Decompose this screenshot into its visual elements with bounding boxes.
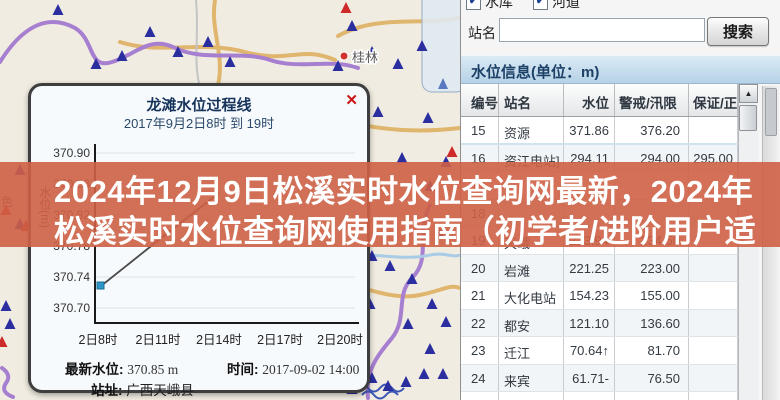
cell-name: 都安	[499, 309, 564, 336]
cell-level: 294.11	[564, 144, 615, 171]
cell-warn: 376.20	[615, 117, 689, 143]
cell-level: 221.25	[564, 254, 615, 281]
station-site: 站址: 广西天峨县	[91, 379, 194, 399]
y-tick: 370.70	[53, 301, 90, 315]
time-value: 2017-09-02 14:00	[262, 362, 360, 377]
title-banner: 2024年12月9日松溪实时水位查询网最新，2024年 松溪实时水位查询网使用指…	[0, 162, 780, 249]
table-row[interactable]: 24 来宾 61.71- 76.50	[461, 364, 738, 392]
popup-title: 龙滩水位过程线	[146, 97, 252, 114]
scroll-up-button[interactable]: ▲	[739, 84, 758, 103]
page-scrollbar-thumb[interactable]	[765, 88, 777, 136]
cell-assure	[689, 254, 738, 281]
cell-name: 岩滩	[499, 254, 564, 281]
latest-water-level: 最新水位: 370.85 m	[65, 358, 178, 378]
col-header-warn[interactable]: 警戒/汛限	[615, 84, 689, 116]
cell-warn: 294.00	[615, 144, 689, 171]
station-name-label: 站名	[468, 25, 496, 41]
filter-reservoir[interactable]: ✔ 水库	[466, 0, 513, 12]
x-tick: 2日14时	[196, 333, 242, 347]
table-row-partial[interactable]	[461, 392, 738, 400]
reservoir-checkbox[interactable]: ✔	[466, 0, 481, 10]
cell-level: 371.86	[564, 117, 615, 143]
x-tick: 2日8时	[79, 333, 118, 347]
popup-subtitle: 2017年9月2日8时 到 19时	[123, 116, 275, 131]
cell-assure	[689, 337, 738, 364]
x-tick: 2日20时	[317, 333, 363, 347]
station-search-input[interactable]	[499, 18, 705, 42]
cell-warn: 76.50	[615, 364, 689, 391]
cell-warn: 81.70	[615, 337, 689, 364]
layer-filters: ✔ 水库 ✔ 河道	[466, 0, 580, 12]
cell-level: 61.71-	[564, 364, 615, 391]
filter-river[interactable]: ✔ 河道	[533, 0, 580, 12]
section-header: 水位信息(单位：m)	[461, 55, 780, 84]
cell-assure: 295.00	[689, 144, 738, 171]
data-point-marker[interactable]	[96, 281, 105, 290]
latest-value: 370.85 m	[127, 362, 179, 377]
banner-line-1: 2024年12月9日松溪实时水位查询网最新，2024年	[54, 174, 754, 209]
latest-label: 最新水位:	[65, 362, 124, 377]
close-icon[interactable]: ✕	[345, 92, 358, 109]
col-header-level[interactable]: 水位	[564, 84, 615, 116]
cell-level: 121.10	[564, 309, 615, 336]
cell-warn: 155.00	[615, 282, 689, 309]
cell-id: 22	[461, 309, 499, 336]
cell-id: 21	[461, 282, 499, 309]
y-tick: 370.74	[53, 270, 90, 284]
latest-time: 时间: 2017-09-02 14:00	[227, 358, 359, 378]
x-tick: 2日11时	[136, 333, 181, 347]
cell-id: 16	[461, 144, 499, 171]
site-value: 广西天峨县	[126, 383, 194, 398]
section-title: 水位信息(单位：m)	[471, 64, 600, 81]
col-header-assure[interactable]: 保证/正常	[689, 84, 738, 116]
cell-id: 15	[461, 117, 499, 143]
table-row[interactable]: 22 都安 121.10 136.60	[461, 309, 738, 337]
cell-assure	[689, 282, 738, 309]
table-row[interactable]: 20 岩滩 221.25 223.00	[461, 254, 738, 282]
cell-name: 资源	[499, 117, 564, 143]
reservoir-label: 水库	[485, 0, 513, 10]
col-header-id[interactable]: 编号	[461, 84, 499, 116]
table-header-row: 编号 站名 水位 警戒/汛限 保证/正常	[461, 84, 738, 117]
search-button[interactable]: 搜索	[707, 17, 769, 46]
river-label: 河道	[552, 0, 580, 10]
table-row[interactable]: 23 迁江 70.64↑ 81.70	[461, 337, 738, 365]
cell-assure	[689, 117, 738, 143]
station-table: 15 资源 371.86 376.20 16 资江电站] 294.11 294.…	[461, 117, 738, 400]
table-row[interactable]: 21 大化电站 154.23 155.00	[461, 282, 738, 310]
x-tick: 2日17时	[257, 333, 303, 347]
cell-name: 来宾	[499, 364, 564, 391]
cell-name: 大化电站	[499, 282, 564, 309]
map-overview-panel[interactable]	[421, 0, 462, 93]
scrollbar-thumb[interactable]	[739, 105, 757, 131]
cell-warn: 136.60	[615, 309, 689, 336]
city-label-guilin: 桂林	[352, 50, 378, 65]
banner-line-2: 松溪实时水位查询网使用指南（初学者/进阶用户适	[54, 214, 757, 249]
col-header-name[interactable]: 站名	[499, 84, 564, 116]
site-label: 站址:	[91, 383, 123, 398]
cell-assure	[689, 364, 738, 391]
cell-name: 迁江	[499, 337, 564, 364]
river-checkbox[interactable]: ✔	[533, 0, 548, 10]
map-overview-marker-icon	[438, 78, 448, 89]
time-label: 时间:	[227, 362, 259, 377]
y-tick: 370.90	[53, 146, 90, 160]
cell-id: 20	[461, 254, 499, 281]
cell-level: 70.64↑	[564, 337, 615, 364]
table-row[interactable]: 15 资源 371.86 376.20	[461, 117, 738, 145]
city-marker-icon	[339, 51, 349, 61]
cell-id: 24	[461, 364, 499, 391]
cell-level: 154.23	[564, 282, 615, 309]
cell-warn: 223.00	[615, 254, 689, 281]
cell-id: 23	[461, 337, 499, 364]
cell-assure	[689, 309, 738, 336]
